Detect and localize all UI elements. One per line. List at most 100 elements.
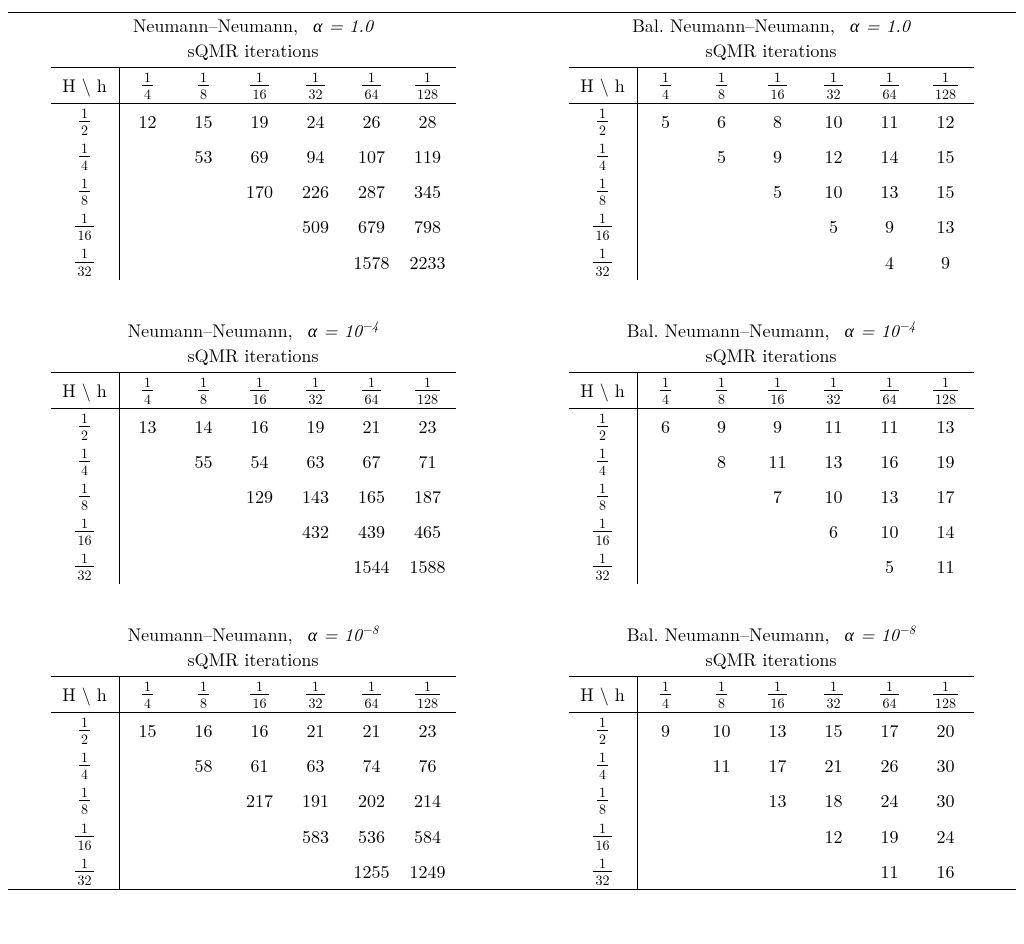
col-header: 1128: [400, 372, 456, 408]
cell: [119, 549, 176, 584]
row-header: 18: [569, 479, 638, 514]
cell: 23: [400, 408, 456, 444]
cell: [119, 514, 176, 549]
panel-5: Bal. Neumann–Neumann, α = 10−8sQMR itera…: [526, 620, 1016, 889]
corner-label: H \ h: [51, 68, 120, 104]
row-header: 18: [569, 783, 638, 818]
table-row: 12121519242628: [51, 104, 456, 140]
cell: 24: [288, 104, 344, 140]
cell: [750, 819, 806, 854]
table-row: 145861637476: [51, 748, 456, 783]
cell: 287: [344, 174, 400, 209]
row-header: 12: [569, 104, 638, 140]
table-row: 116432439465: [51, 514, 456, 549]
row-header: 132: [569, 549, 638, 584]
cell: 30: [918, 783, 974, 818]
row-header: 132: [51, 549, 120, 584]
table-row: 12131416192123: [51, 408, 456, 444]
corner-label: H \ h: [569, 677, 638, 713]
panel-title: Neumann–Neumann, α = 1.0: [8, 13, 498, 38]
cell: [750, 244, 806, 279]
cell: 10: [862, 514, 918, 549]
cell: 14: [862, 139, 918, 174]
col-header: 132: [288, 68, 344, 104]
col-header: 164: [862, 68, 918, 104]
cell: 14: [918, 514, 974, 549]
cell: 6: [806, 514, 862, 549]
cell: 13: [119, 408, 176, 444]
corner-label: H \ h: [569, 372, 638, 408]
cell: [232, 819, 288, 854]
cell: [176, 479, 232, 514]
col-header: 1128: [918, 68, 974, 104]
cell: 94: [288, 139, 344, 174]
cell: [637, 549, 694, 584]
cell: 16: [232, 408, 288, 444]
panel-title: Neumann–Neumann, α = 10−4: [8, 316, 498, 343]
cell: 61: [232, 748, 288, 783]
cell: 5: [862, 549, 918, 584]
col-header: 132: [288, 372, 344, 408]
cell: [637, 244, 694, 279]
cell: 15: [918, 139, 974, 174]
cell: 16: [918, 854, 974, 889]
row-header: 18: [569, 174, 638, 209]
cell: [750, 209, 806, 244]
cell: [694, 819, 750, 854]
cell: 4: [862, 244, 918, 279]
data-table: H \ h14181161321641128121516162121231458…: [51, 676, 456, 889]
cell: [176, 783, 232, 818]
cell: 15: [176, 104, 232, 140]
cell: 10: [806, 479, 862, 514]
cell: 217: [232, 783, 288, 818]
col-header: 18: [176, 68, 232, 104]
row-header: 116: [569, 514, 638, 549]
cell: [637, 748, 694, 783]
col-header: 1128: [918, 372, 974, 408]
cell: [176, 819, 232, 854]
cell: 67: [344, 444, 400, 479]
cell: 14: [176, 408, 232, 444]
panel-subtitle: sQMR iterations: [526, 38, 1016, 63]
cell: [637, 819, 694, 854]
cell: [750, 514, 806, 549]
cell: 26: [862, 748, 918, 783]
data-table: H \ h14181161321641128125681011121459121…: [569, 67, 974, 280]
cell: 226: [288, 174, 344, 209]
cell: [119, 244, 176, 279]
cell: [119, 783, 176, 818]
table-row: 13249: [569, 244, 974, 279]
cell: 1544: [344, 549, 400, 584]
cell: [637, 514, 694, 549]
table-row: 18129143165187: [51, 479, 456, 514]
cell: [806, 549, 862, 584]
cell: 13: [918, 408, 974, 444]
table-row: 145554636771: [51, 444, 456, 479]
cell: [119, 209, 176, 244]
cell: 9: [862, 209, 918, 244]
cell: 1578: [344, 244, 400, 279]
cell: [694, 174, 750, 209]
col-header: 132: [806, 372, 862, 408]
col-header: 18: [176, 677, 232, 713]
col-header: 14: [637, 372, 694, 408]
cell: [232, 549, 288, 584]
cell: [176, 174, 232, 209]
cell: 13: [862, 479, 918, 514]
cell: [176, 549, 232, 584]
col-header: 116: [232, 677, 288, 713]
table-row: 1291013151720: [569, 713, 974, 749]
cell: 9: [694, 408, 750, 444]
tables-grid: Neumann–Neumann, α = 1.0 sQMR iterations H…: [8, 13, 1016, 889]
col-header: 1128: [918, 677, 974, 713]
cell: [232, 854, 288, 889]
table-row: 14536994107119: [51, 139, 456, 174]
row-header: 132: [51, 244, 120, 279]
cell: [694, 244, 750, 279]
panel-4: Neumann–Neumann, α = 10−8sQMR iterations…: [8, 620, 498, 889]
table-row: 141117212630: [569, 748, 974, 783]
col-header: 18: [694, 372, 750, 408]
row-header: 132: [569, 244, 638, 279]
cell: [176, 209, 232, 244]
table-row: 1813182430: [569, 783, 974, 818]
